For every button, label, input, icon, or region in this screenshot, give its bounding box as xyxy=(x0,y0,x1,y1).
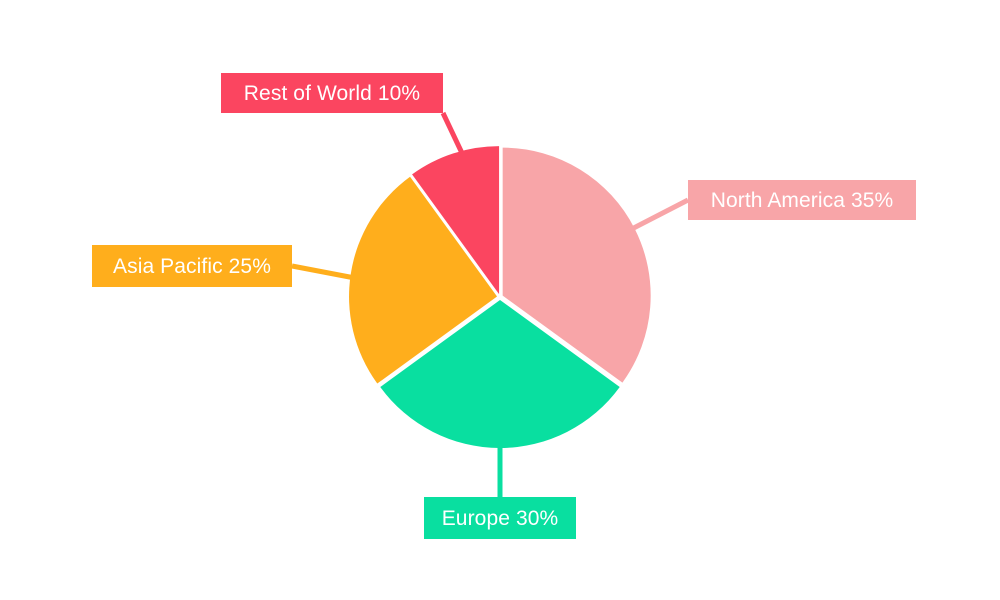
pie-slice-north-america[interactable] xyxy=(502,147,651,383)
leader-line-asia-pacific xyxy=(291,263,361,282)
pie-label-north-america-text: North America 35% xyxy=(710,188,894,212)
pie-label-asia-pacific: Asia Pacific 25% xyxy=(92,245,292,287)
pie-label-europe-text: Europe 30% xyxy=(441,506,559,530)
pie-slice-europe[interactable] xyxy=(380,300,620,448)
pie-label-asia-pacific-text: Asia Pacific 25% xyxy=(112,254,271,278)
pie-label-north-america: North America 35% xyxy=(688,180,916,220)
pie-label-europe: Europe 30% xyxy=(424,497,576,539)
pie-label-rest-of-world: Rest of World 10% xyxy=(221,73,443,113)
pie-slices xyxy=(349,146,651,448)
pie-slice-asia-pacific[interactable] xyxy=(349,176,498,384)
pie-slice-rest-of-world[interactable] xyxy=(412,146,500,295)
pie-label-rest-of-world-text: Rest of World 10% xyxy=(243,81,421,105)
